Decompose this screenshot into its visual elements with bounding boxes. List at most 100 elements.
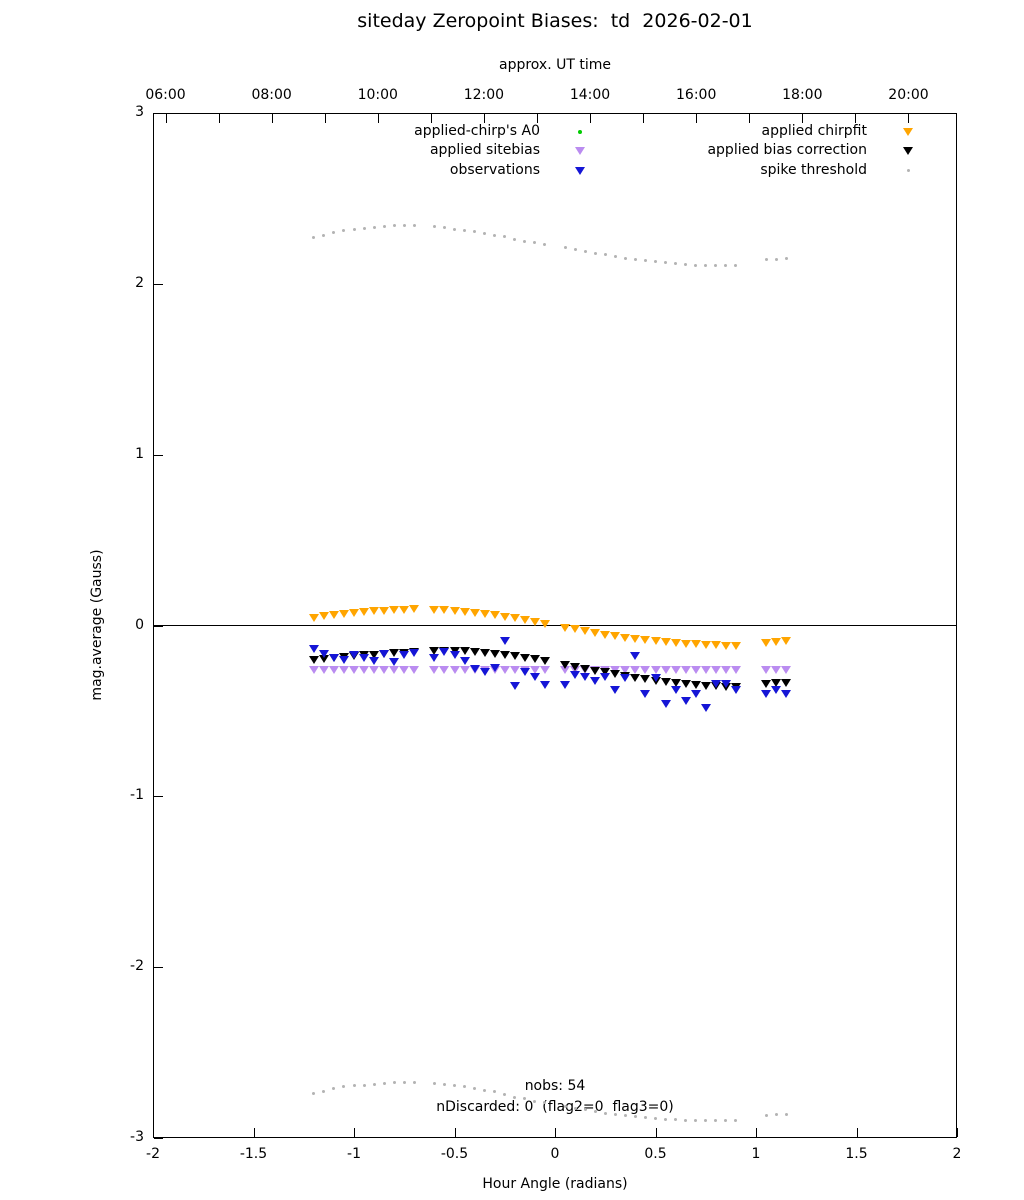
spike-threshold-marker — [372, 225, 376, 229]
spike-threshold-marker — [573, 248, 577, 252]
spike-threshold-marker — [573, 1106, 577, 1110]
applied-sitebias-marker — [560, 665, 571, 674]
spike-threshold-marker — [503, 235, 507, 239]
observations-marker — [650, 674, 661, 683]
spike-threshold-marker — [684, 262, 688, 266]
applied-bias-correction-marker — [580, 664, 591, 673]
applied-chirpfit-marker — [439, 606, 450, 615]
applied-chirpfit-marker — [610, 632, 621, 641]
spike-threshold-marker — [704, 1119, 708, 1123]
applied-sitebias-marker — [771, 665, 782, 674]
spike-threshold-marker — [654, 1116, 657, 1120]
x2-tick-label: 20:00 — [888, 87, 929, 103]
spike-threshold-marker — [694, 263, 698, 267]
applied-sitebias-marker — [620, 665, 631, 674]
observations-marker — [580, 672, 591, 681]
applied-bias-correction-marker — [781, 678, 792, 687]
spike-threshold-marker — [603, 253, 607, 257]
spike-threshold-marker — [432, 1081, 436, 1085]
applied-sitebias-marker — [338, 665, 349, 674]
x2-tick — [802, 114, 804, 123]
applied-sitebias-marker — [429, 665, 440, 674]
spike-threshold-marker — [714, 1119, 718, 1123]
applied-sitebias-marker — [710, 665, 721, 674]
observations-marker — [429, 653, 440, 662]
applied-chirpfit-marker — [771, 638, 782, 647]
y-tick — [154, 283, 163, 285]
applied-sitebias-marker — [529, 665, 540, 674]
legend-marker-spike-threshold-marker — [906, 169, 910, 172]
applied-sitebias-marker — [389, 665, 400, 674]
spike-threshold-marker — [493, 233, 497, 237]
applied-bias-correction-marker — [429, 647, 440, 656]
applied-sitebias-marker — [761, 665, 772, 674]
applied-chirpfit-marker — [781, 637, 792, 646]
legend-label-applied-chirpfit: applied chirpfit — [761, 122, 868, 139]
applied-sitebias-marker — [308, 665, 319, 674]
spike-threshold-marker — [623, 1114, 627, 1118]
applied-chirpfit-marker — [761, 639, 772, 648]
observations-marker — [539, 681, 550, 690]
spike-threshold-marker — [694, 1119, 698, 1123]
observations-marker — [399, 650, 410, 659]
applied-bias-correction-marker — [479, 648, 490, 657]
x-tick-label: -1.5 — [239, 1146, 268, 1162]
x-tick-label: -2 — [146, 1146, 160, 1162]
applied-chirpfit-marker — [640, 636, 651, 645]
spike-threshold-marker — [513, 1095, 517, 1099]
applied-chirpfit-marker — [570, 625, 581, 634]
applied-sitebias-marker — [700, 665, 711, 674]
applied-chirpfit-marker — [600, 630, 611, 639]
legend-label-spike-threshold: spike threshold — [760, 161, 867, 178]
observations-marker — [369, 657, 380, 666]
spike-threshold-marker — [613, 1112, 617, 1116]
spike-threshold-marker — [523, 239, 527, 243]
spike-threshold-marker — [342, 229, 346, 233]
x2-tick — [696, 114, 698, 123]
spike-threshold-marker — [704, 263, 708, 267]
spike-threshold-marker — [473, 230, 477, 234]
applied-chirpfit-marker — [680, 639, 691, 648]
observations-marker — [499, 636, 510, 645]
observations-marker — [479, 668, 490, 677]
spike-threshold-marker — [352, 227, 356, 231]
spike-threshold-marker — [382, 1081, 386, 1085]
applied-bias-correction-marker — [680, 680, 691, 689]
applied-chirpfit-marker — [379, 606, 390, 615]
top-axis-title: approx. UT time — [499, 57, 611, 73]
spike-threshold-marker — [362, 1083, 366, 1087]
x-tick-label: 2 — [952, 1146, 962, 1162]
applied-bias-correction-marker — [519, 653, 530, 662]
observations-marker — [509, 682, 520, 691]
y-tick — [154, 113, 163, 114]
applied-sitebias-marker — [459, 665, 470, 674]
applied-chirpfit-marker — [449, 606, 460, 615]
spike-threshold-marker — [473, 1086, 477, 1090]
observations-marker — [328, 653, 339, 662]
observations-marker — [359, 653, 370, 662]
spike-threshold-marker — [352, 1084, 356, 1088]
applied-bias-correction-marker — [489, 649, 500, 658]
observations-marker — [771, 685, 782, 694]
applied-bias-correction-marker — [600, 668, 611, 677]
applied-sitebias-marker — [781, 665, 792, 674]
x2-tick — [483, 114, 485, 123]
legend-label-applied-chirps-a0: applied-chirp's A0 — [414, 122, 540, 139]
applied-sitebias-marker — [650, 665, 661, 674]
applied-sitebias-marker — [449, 665, 460, 674]
y-tick-label: 2 — [135, 274, 144, 291]
applied-bias-correction-marker — [318, 654, 329, 663]
spike-threshold-marker — [312, 1092, 316, 1096]
spike-threshold-marker — [402, 224, 406, 228]
applied-bias-correction-marker — [389, 649, 400, 658]
x-tick — [253, 1128, 255, 1137]
spike-threshold-marker — [774, 257, 778, 261]
applied-chirpfit-marker — [660, 638, 671, 647]
spike-threshold-marker — [623, 256, 627, 260]
spike-threshold-marker — [563, 246, 567, 250]
spike-threshold-marker — [432, 225, 436, 229]
x2-tick — [855, 114, 857, 123]
x2-tick-label: 06:00 — [145, 87, 186, 103]
applied-chirpfit-marker — [409, 605, 420, 614]
applied-bias-correction-marker — [690, 681, 701, 690]
